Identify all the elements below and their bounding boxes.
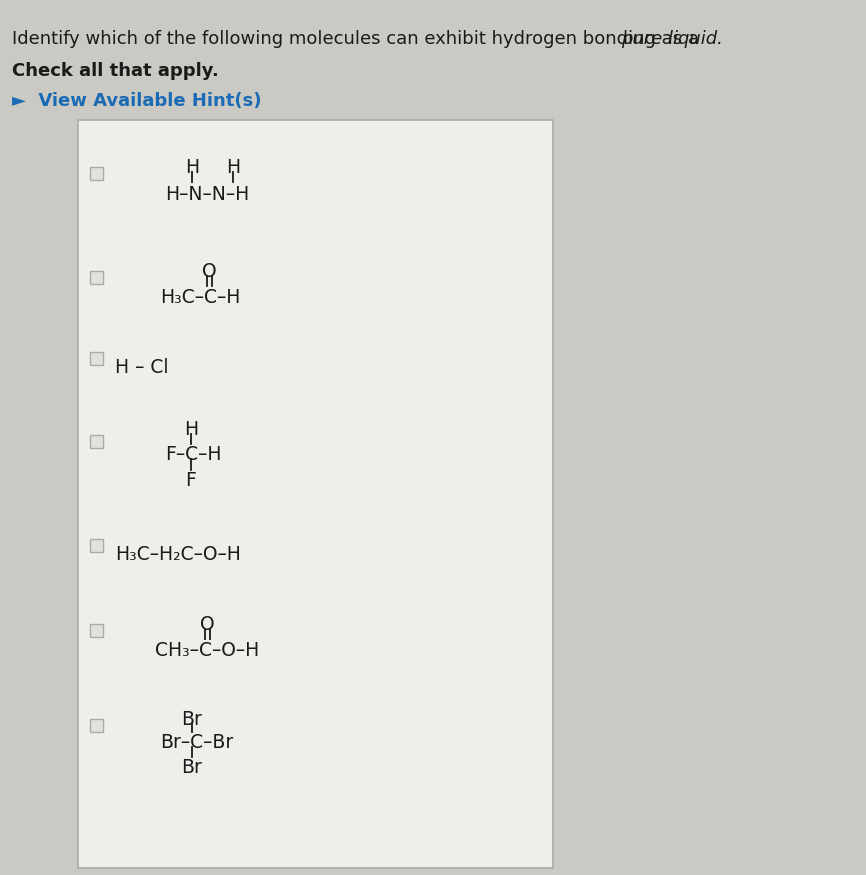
Text: H: H [184,420,198,439]
Text: pure liquid.: pure liquid. [621,30,723,48]
Text: H: H [226,158,240,177]
Text: Br: Br [182,710,203,729]
Text: CH₃–C–O–H: CH₃–C–O–H [155,641,259,660]
Text: H – Cl: H – Cl [115,358,169,377]
Text: Check all that apply.: Check all that apply. [12,62,219,80]
Text: O: O [200,615,214,634]
FancyBboxPatch shape [90,435,103,448]
Text: Br: Br [182,758,203,777]
FancyBboxPatch shape [90,539,103,552]
FancyBboxPatch shape [90,719,103,732]
FancyBboxPatch shape [90,352,103,365]
Text: H: H [185,158,199,177]
FancyBboxPatch shape [78,120,553,868]
Text: H₃C–C–H: H₃C–C–H [160,288,241,307]
Text: H₃C–H₂C–O–H: H₃C–H₂C–O–H [115,545,241,564]
FancyBboxPatch shape [90,167,103,180]
Text: ►  View Available Hint(s): ► View Available Hint(s) [12,92,262,110]
FancyBboxPatch shape [90,271,103,284]
Text: H–N–N–H: H–N–N–H [165,185,249,204]
Text: F: F [185,471,197,490]
Text: F–C–H: F–C–H [165,445,222,464]
Text: Identify which of the following molecules can exhibit hydrogen bonding as a: Identify which of the following molecule… [12,30,705,48]
FancyBboxPatch shape [90,624,103,637]
Text: O: O [202,262,216,281]
Text: Br–C–Br: Br–C–Br [160,733,233,752]
